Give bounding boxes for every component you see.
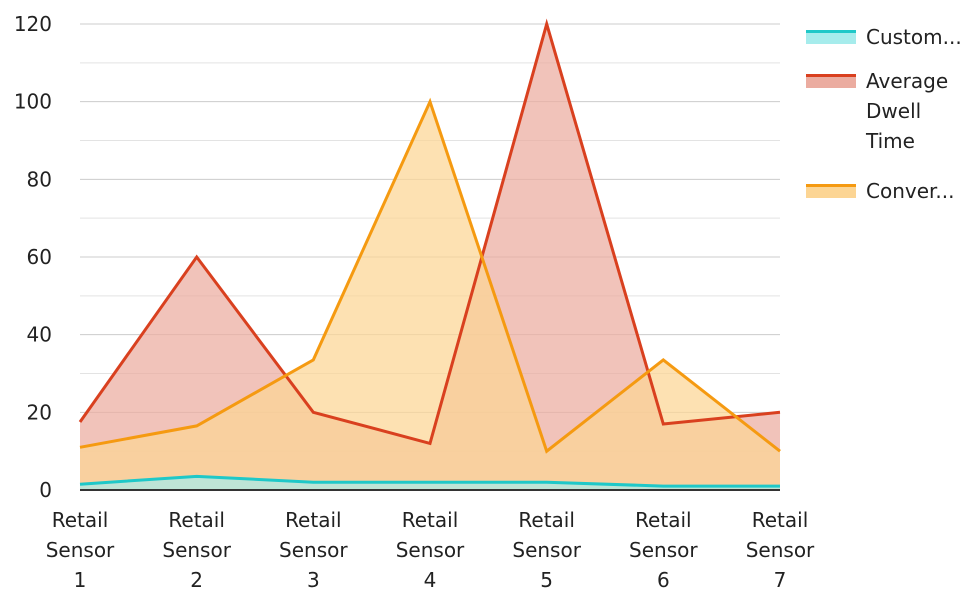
legend-swatch-0 [806, 32, 856, 44]
x-tick-label: Retail Sensor 3 [279, 508, 348, 592]
x-axis-tick-labels: Retail Sensor 1 Retail Sensor 2 Retail Sensor 3 R… [46, 508, 815, 592]
legend-swatch-line-2 [806, 184, 856, 187]
legend-swatch-line-0 [806, 30, 856, 33]
series-line-0 [79, 474, 780, 488]
y-tick-label: 40 [27, 323, 52, 347]
series-line-2 [79, 97, 781, 454]
y-tick-label: 20 [27, 400, 52, 424]
x-tick-label: Retail Sensor 4 [396, 508, 465, 592]
legend-label-0: Custom... [866, 25, 962, 49]
legend-swatch-2 [806, 186, 856, 198]
x-tick-label: Retail Sensor 1 [46, 508, 115, 592]
legend: Custom... Average Dwell Time Conver... [806, 25, 962, 203]
x-tick-label: Retail Sensor 7 [746, 508, 815, 592]
y-tick-label: 100 [14, 90, 52, 114]
x-tick-label: Retail Sensor 5 [512, 508, 581, 592]
legend-swatch-1 [806, 76, 856, 88]
y-tick-label: 0 [39, 478, 52, 502]
legend-swatch-line-1 [806, 74, 856, 77]
x-tick-label: Retail Sensor 6 [629, 508, 698, 592]
y-tick-label: 80 [27, 167, 52, 191]
x-tick-label: Retail Sensor 2 [162, 508, 231, 592]
y-tick-label: 120 [14, 12, 52, 36]
series-line-1 [78, 18, 781, 446]
legend-label-2: Conver... [866, 179, 954, 203]
y-tick-label: 60 [27, 245, 52, 269]
y-axis-tick-labels: 0 20 40 60 80 100 120 [14, 12, 52, 502]
series-lines [78, 18, 781, 488]
legend-label-1: Average Dwell Time [865, 69, 948, 153]
series-area-1 [80, 24, 780, 490]
